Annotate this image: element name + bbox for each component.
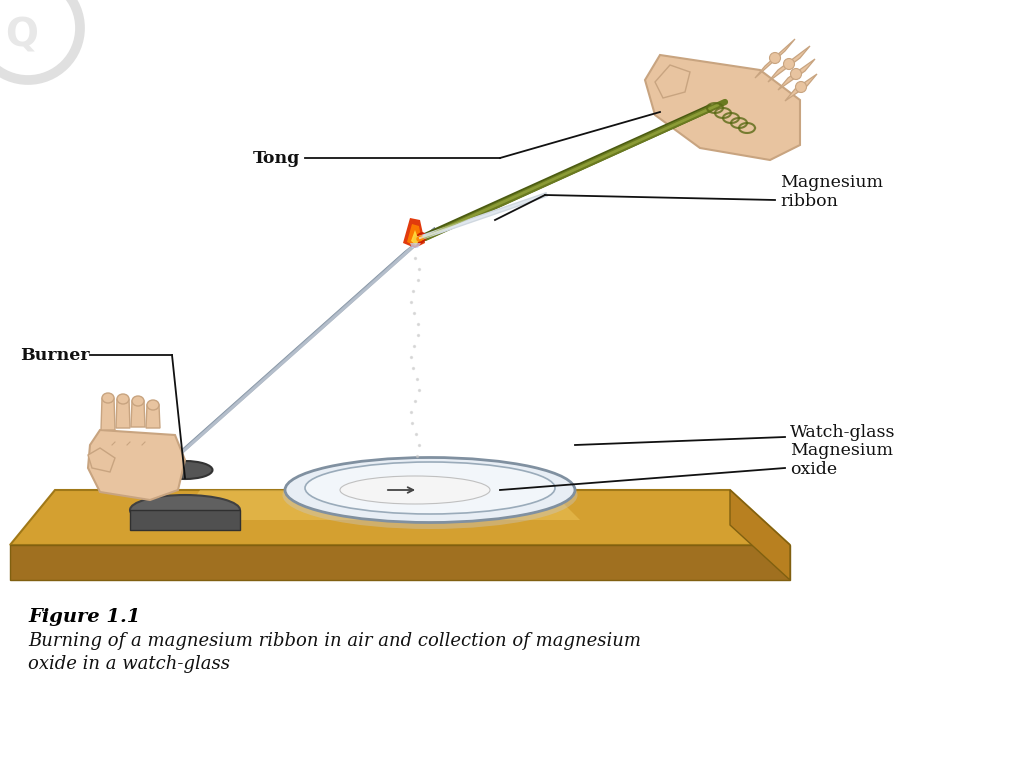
Text: Tong: Tong: [253, 149, 300, 166]
Polygon shape: [785, 74, 817, 101]
Ellipse shape: [305, 462, 555, 514]
Ellipse shape: [283, 461, 578, 529]
Text: Magnesium
oxide: Magnesium oxide: [790, 442, 893, 478]
Polygon shape: [88, 448, 115, 472]
Polygon shape: [407, 224, 422, 246]
Ellipse shape: [340, 476, 490, 504]
Polygon shape: [130, 510, 240, 530]
Polygon shape: [135, 252, 406, 492]
Ellipse shape: [102, 393, 114, 403]
Polygon shape: [778, 59, 815, 90]
Polygon shape: [146, 405, 160, 428]
Text: Watch-glass: Watch-glass: [790, 423, 896, 440]
Polygon shape: [730, 490, 790, 580]
Text: Magnesium
ribbon: Magnesium ribbon: [780, 173, 883, 210]
Polygon shape: [10, 545, 790, 580]
Polygon shape: [88, 430, 185, 500]
Polygon shape: [645, 55, 800, 160]
Polygon shape: [180, 490, 580, 520]
Text: oxide in a watch-glass: oxide in a watch-glass: [28, 655, 230, 673]
Polygon shape: [768, 46, 810, 82]
Polygon shape: [410, 243, 421, 248]
Ellipse shape: [796, 82, 807, 93]
Ellipse shape: [769, 52, 780, 64]
Ellipse shape: [130, 495, 240, 525]
Text: Q: Q: [5, 16, 39, 54]
Ellipse shape: [147, 400, 159, 410]
Ellipse shape: [791, 68, 802, 79]
Ellipse shape: [158, 461, 213, 479]
Text: Burning of a magnesium ribbon in air and collection of magnesium: Burning of a magnesium ribbon in air and…: [28, 632, 641, 650]
Polygon shape: [411, 230, 419, 245]
Polygon shape: [10, 490, 790, 545]
Polygon shape: [755, 39, 795, 78]
Ellipse shape: [117, 394, 129, 404]
Ellipse shape: [285, 457, 575, 523]
Ellipse shape: [783, 58, 795, 69]
Text: Burner: Burner: [20, 346, 90, 363]
Polygon shape: [403, 218, 425, 248]
Polygon shape: [655, 65, 690, 98]
Polygon shape: [148, 232, 432, 480]
Ellipse shape: [132, 396, 144, 406]
Polygon shape: [101, 398, 115, 430]
Polygon shape: [131, 401, 145, 427]
Polygon shape: [116, 399, 130, 428]
Text: Figure 1.1: Figure 1.1: [28, 608, 140, 626]
Polygon shape: [135, 228, 435, 492]
